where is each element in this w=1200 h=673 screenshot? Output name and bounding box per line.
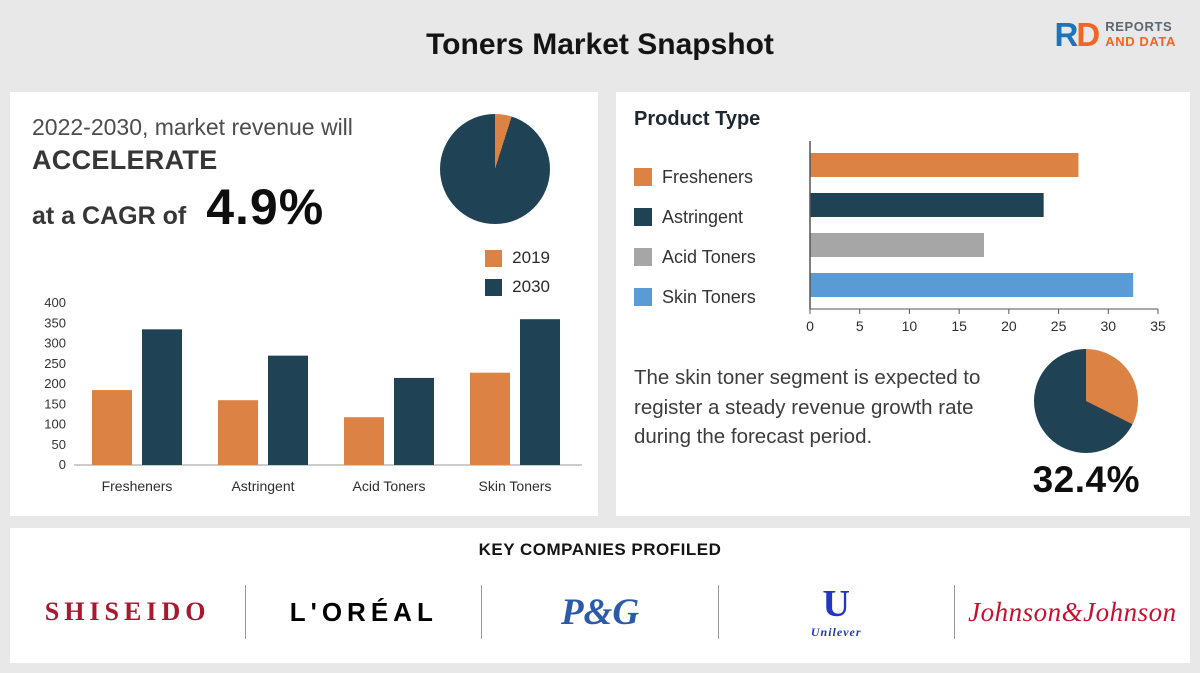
svg-text:5: 5 — [856, 318, 864, 334]
skin-toner-pie-chart — [1034, 349, 1139, 453]
skin-toner-share-block: 32.4% — [1033, 349, 1140, 501]
svg-text:15: 15 — [951, 318, 967, 334]
legend-item-fresheners: Fresheners — [634, 157, 798, 197]
legend-label-2019: 2019 — [512, 248, 550, 267]
legend-label-2030: 2030 — [512, 277, 550, 296]
svg-text:Acid Toners: Acid Toners — [353, 478, 426, 494]
svg-text:25: 25 — [1051, 318, 1067, 334]
legend-swatch-astringent — [634, 208, 652, 226]
market-revenue-panel: 2022-2030, market revenue will ACCELERAT… — [10, 92, 598, 516]
page-title: Toners Market Snapshot — [426, 28, 774, 61]
logo-wordmark: REPORTS AND DATA — [1105, 20, 1176, 48]
company-loreal: L'ORÉAL — [246, 597, 481, 628]
svg-text:200: 200 — [44, 376, 66, 391]
svg-text:400: 400 — [44, 297, 66, 310]
legend-item-2019: 2019 — [485, 248, 550, 268]
loreal-logo: L'ORÉAL — [289, 596, 438, 627]
product-type-bar-chart-box: 0 5 10 15 20 25 30 35 — [800, 137, 1172, 345]
divider — [245, 585, 247, 639]
cagr-row: at a CAGR of 4.9% — [32, 178, 440, 236]
pg-logo: P&G — [560, 591, 640, 633]
rd-logo-mark-icon: RD — [1054, 16, 1101, 53]
legend-swatch-2019 — [485, 249, 503, 267]
revenue-chart-legend: 2019 2030 — [485, 248, 550, 297]
legend-swatch-2030 — [485, 278, 503, 296]
company-johnson-and-johnson: Johnson&Johnson — [955, 597, 1190, 628]
product-type-title: Product Type — [634, 108, 761, 130]
product-type-legend: Fresheners Astringent Acid Toners Skin T… — [634, 137, 798, 345]
product-type-panel: Product Type Fresheners Astringent Acid … — [616, 92, 1190, 516]
legend-swatch-acid-toners — [634, 248, 652, 266]
reports-and-data-logo: RD REPORTS AND DATA — [1055, 18, 1176, 51]
cagr-value: 4.9% — [206, 179, 325, 235]
svg-text:50: 50 — [52, 437, 66, 452]
svg-text:100: 100 — [44, 417, 66, 432]
svg-text:300: 300 — [44, 336, 66, 351]
shiseido-logo: SHISEIDO — [44, 597, 211, 626]
product-type-bar-chart: 0 5 10 15 20 25 30 35 — [806, 141, 1166, 334]
johnson-and-johnson-logo: Johnson&Johnson — [968, 596, 1177, 627]
skin-toner-note-row: The skin toner segment is expected to re… — [634, 349, 1172, 501]
svg-text:0: 0 — [59, 457, 66, 472]
svg-text:350: 350 — [44, 315, 66, 330]
svg-text:0: 0 — [806, 318, 814, 334]
headline-line2: ACCELERATE — [32, 145, 218, 175]
divider — [481, 585, 483, 639]
company-unilever: U Unilever — [719, 585, 954, 640]
company-shiseido: SHISEIDO — [10, 597, 245, 627]
svg-text:150: 150 — [44, 396, 66, 411]
legend-item-2030: 2030 — [485, 277, 550, 297]
logo-mark-r: R — [1054, 16, 1079, 53]
cagr-headline: 2022-2030, market revenue will ACCELERAT… — [32, 108, 440, 240]
key-companies-title: KEY COMPANIES PROFILED — [478, 540, 722, 559]
skin-toner-share-value: 32.4% — [1032, 459, 1140, 500]
logo-mark-d: D — [1076, 16, 1100, 53]
key-companies-panel: KEY COMPANIES PROFILED SHISEIDO L'ORÉAL … — [10, 528, 1190, 663]
logo-line1: REPORTS — [1105, 19, 1173, 35]
headline-line1: 2022-2030, market revenue will — [32, 114, 353, 140]
product-type-chart-row: Fresheners Astringent Acid Toners Skin T… — [634, 137, 1172, 345]
divider — [953, 585, 955, 639]
unilever-u-icon: U — [822, 582, 850, 625]
legend-label-fresheners: Fresheners — [662, 166, 754, 187]
svg-text:Astringent: Astringent — [231, 478, 294, 494]
cagr-pie-chart — [440, 114, 550, 224]
legend-item-skin-toners: Skin Toners — [634, 277, 798, 317]
legend-swatch-skin-toners — [634, 288, 652, 306]
legend-swatch-fresheners — [634, 168, 652, 186]
legend-item-acid-toners: Acid Toners — [634, 237, 798, 277]
cagr-label: at a CAGR of — [32, 202, 187, 230]
header: Toners Market Snapshot RD REPORTS AND DA… — [10, 12, 1190, 90]
logo-line2: AND DATA — [1105, 33, 1176, 49]
legend-item-astringent: Astringent — [634, 197, 798, 237]
svg-text:35: 35 — [1150, 318, 1166, 334]
svg-text:250: 250 — [44, 356, 66, 371]
cagr-headline-row: 2022-2030, market revenue will ACCELERAT… — [32, 108, 586, 240]
svg-text:Fresheners: Fresheners — [102, 478, 173, 494]
skin-toner-note: The skin toner segment is expected to re… — [634, 366, 981, 449]
svg-text:20: 20 — [1001, 318, 1017, 334]
main-content: 2022-2030, market revenue will ACCELERAT… — [10, 92, 1190, 516]
svg-text:30: 30 — [1100, 318, 1116, 334]
divider — [717, 585, 719, 639]
revenue-grouped-bar-chart: 0 50 100 150 200 250 300 350 400 Fresheners Astrin… — [44, 297, 582, 494]
company-logo-row: SHISEIDO L'ORÉAL P&G U Unilever Johnson&… — [10, 566, 1190, 658]
legend-label-acid-toners: Acid Toners — [662, 246, 756, 267]
svg-text:10: 10 — [902, 318, 918, 334]
legend-label-skin-toners: Skin Toners — [662, 286, 756, 307]
unilever-wordmark: Unilever — [810, 624, 862, 639]
company-pg: P&G — [482, 591, 717, 634]
legend-label-astringent: Astringent — [662, 206, 744, 227]
unilever-logo: U Unilever — [811, 585, 862, 640]
svg-text:Skin Toners: Skin Toners — [479, 478, 552, 494]
